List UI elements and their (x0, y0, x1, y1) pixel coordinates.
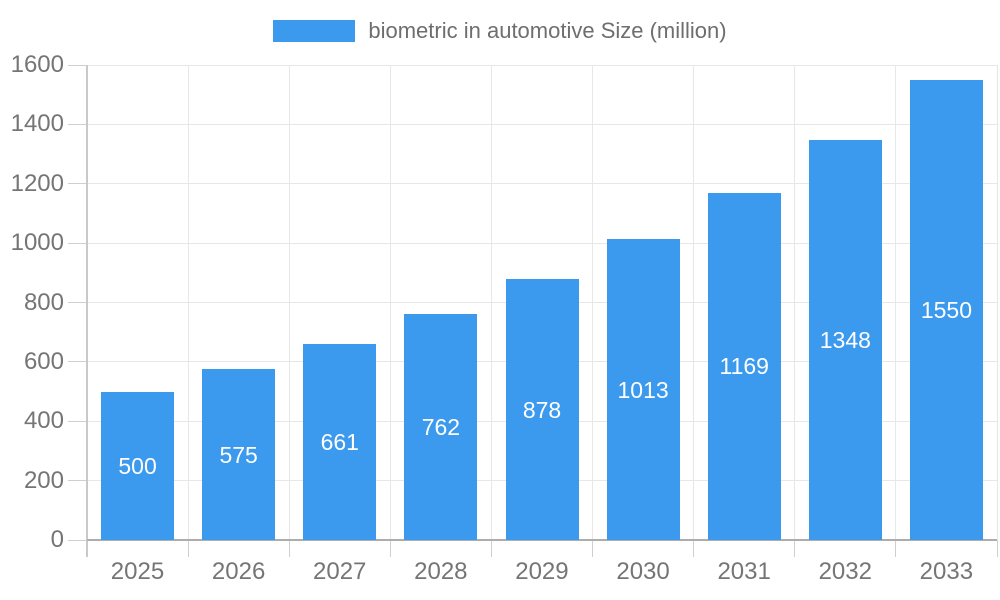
y-tick-mark (68, 242, 87, 244)
x-gridline (490, 65, 492, 540)
bar[interactable] (505, 279, 579, 540)
x-tick-label: 2025 (110, 558, 165, 585)
y-gridline (87, 64, 997, 66)
y-tick-label: 200 (23, 466, 64, 494)
x-tick-label: 2031 (717, 558, 771, 585)
y-gridline (87, 183, 997, 185)
y-gridline (87, 242, 997, 244)
bar[interactable] (707, 192, 781, 540)
x-tick-mark (288, 540, 290, 557)
x-tick-mark (187, 540, 189, 557)
y-tick-mark (68, 480, 87, 482)
bar-value-label: 1550 (920, 296, 973, 323)
legend-label: biometric in automotive Size (million) (368, 18, 727, 43)
y-axis-line (86, 65, 88, 557)
x-tick-label: 2026 (211, 558, 266, 585)
bar-value-label: 1348 (819, 326, 871, 353)
bar[interactable] (909, 79, 983, 540)
bar[interactable] (808, 139, 882, 540)
bar[interactable] (101, 391, 175, 540)
x-gridline (693, 65, 695, 540)
y-tick-label: 1400 (10, 110, 64, 138)
x-gridline (996, 65, 998, 540)
legend-swatch (273, 20, 356, 42)
y-tick-label: 800 (23, 288, 64, 316)
x-gridline (895, 65, 897, 540)
x-gridline (187, 65, 189, 540)
x-tick-label: 2033 (919, 558, 974, 585)
x-tick-mark (996, 540, 998, 557)
bar-value-label: 878 (522, 396, 562, 423)
x-gridline (288, 65, 290, 540)
bar[interactable] (404, 313, 478, 540)
x-tick-mark (592, 540, 594, 557)
bar[interactable] (303, 343, 377, 540)
y-tick-label: 400 (23, 407, 64, 435)
y-gridline (87, 123, 997, 125)
y-tick-label: 0 (50, 526, 64, 553)
x-tick-label: 2032 (818, 558, 872, 585)
y-tick-mark (68, 361, 87, 363)
y-tick-label: 600 (23, 347, 64, 375)
x-tick-label: 2027 (313, 558, 367, 585)
bar-value-label: 500 (118, 452, 157, 479)
bar-value-label: 1013 (617, 376, 669, 403)
bar-value-label: 762 (421, 413, 461, 440)
x-tick-label: 2030 (616, 558, 670, 585)
y-tick-mark (68, 123, 87, 125)
y-tick-mark (68, 539, 87, 541)
x-gridline (794, 65, 796, 540)
y-tick-label: 1600 (10, 51, 64, 78)
x-tick-mark (693, 540, 695, 557)
y-tick-label: 1200 (10, 169, 64, 197)
y-tick-mark (68, 420, 87, 422)
bar-value-label: 661 (320, 428, 359, 455)
x-tick-mark (895, 540, 897, 557)
x-tick-mark (389, 540, 391, 557)
x-gridline (592, 65, 594, 540)
x-tick-mark (794, 540, 796, 557)
y-tick-mark (68, 302, 87, 303)
bar[interactable] (606, 239, 680, 540)
x-tick-label: 2029 (515, 558, 569, 585)
y-tick-mark (68, 64, 87, 66)
bar-value-label: 1169 (719, 353, 769, 380)
y-tick-label: 1000 (10, 229, 64, 257)
x-gridline (389, 65, 391, 540)
legend[interactable]: biometric in automotive Size (million) (0, 18, 1000, 44)
bar-value-label: 575 (219, 441, 258, 468)
bar[interactable] (202, 369, 276, 540)
y-tick-mark (68, 183, 87, 185)
x-tick-mark (490, 540, 492, 557)
x-axis-line (87, 539, 997, 541)
x-tick-label: 2028 (414, 558, 468, 585)
